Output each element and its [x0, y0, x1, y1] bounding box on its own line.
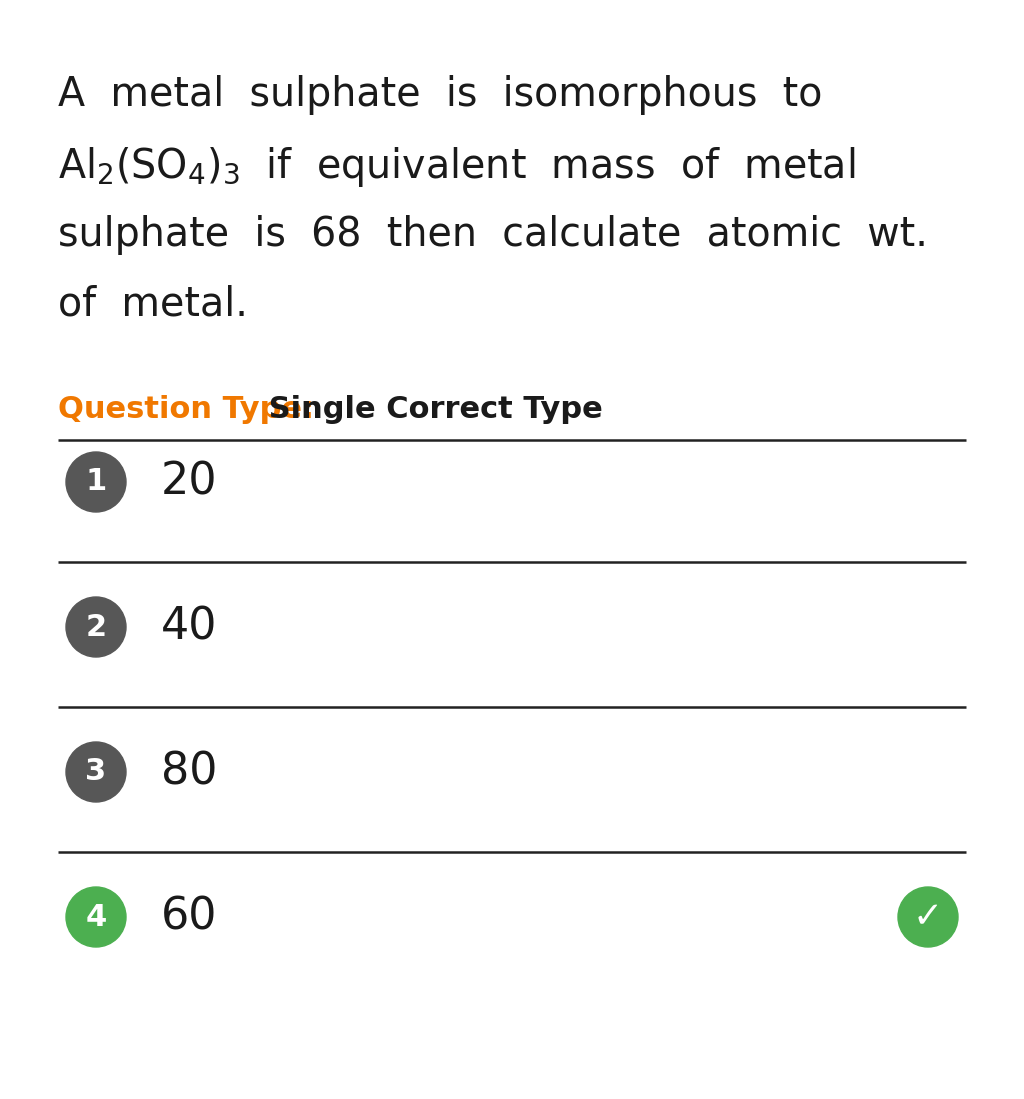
Text: A  metal  sulphate  is  isomorphous  to: A metal sulphate is isomorphous to: [58, 75, 822, 115]
Text: of  metal.: of metal.: [58, 285, 248, 325]
Circle shape: [66, 597, 126, 657]
Text: $\mathregular{Al_2(SO_4)_3}$  if  equivalent  mass  of  metal: $\mathregular{Al_2(SO_4)_3}$ if equivale…: [58, 145, 855, 189]
Circle shape: [898, 887, 958, 947]
Text: 20: 20: [161, 460, 218, 503]
Circle shape: [66, 887, 126, 947]
Text: 80: 80: [161, 751, 217, 793]
Text: Question Type:: Question Type:: [58, 395, 314, 424]
Circle shape: [66, 742, 126, 802]
Circle shape: [66, 452, 126, 512]
Text: 4: 4: [85, 902, 106, 932]
Text: 60: 60: [161, 896, 217, 939]
Text: 3: 3: [85, 757, 106, 787]
Text: Single Correct Type: Single Correct Type: [258, 395, 603, 424]
Text: sulphate  is  68  then  calculate  atomic  wt.: sulphate is 68 then calculate atomic wt.: [58, 215, 928, 255]
Text: 40: 40: [161, 606, 217, 648]
Text: 2: 2: [85, 612, 106, 642]
Text: 1: 1: [85, 467, 106, 497]
Text: ✓: ✓: [912, 900, 943, 934]
